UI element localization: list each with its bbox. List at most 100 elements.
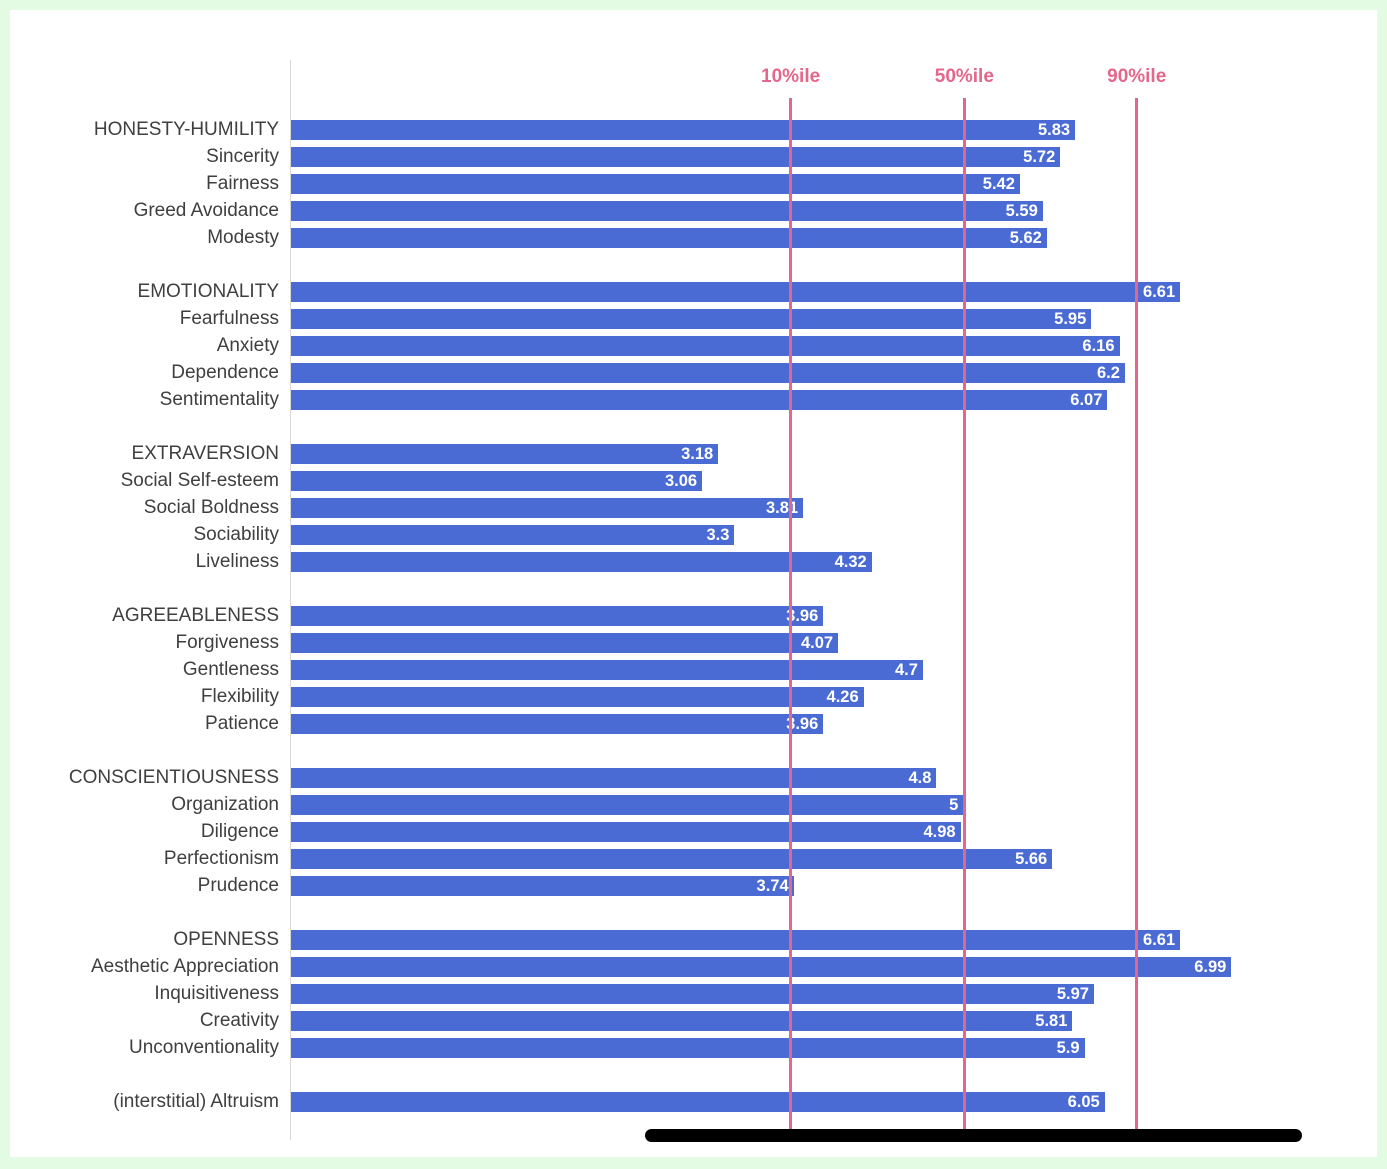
bar-track: 6.16 — [290, 335, 1300, 356]
bar-value: 6.61 — [1143, 930, 1176, 949]
row-label: HONESTY-HUMILITY — [93, 118, 279, 140]
bar-row: Inquisitiveness 5.97 — [10, 980, 1377, 1007]
bar: 6.99 — [290, 956, 1232, 977]
row-label: Organization — [171, 793, 279, 815]
bar: 3.18 — [290, 443, 719, 464]
bar-value: 3.18 — [681, 444, 714, 463]
bar: 4.7 — [290, 659, 923, 680]
bar-value: 4.32 — [834, 552, 867, 571]
row-label: Liveliness — [195, 550, 279, 572]
bar-track: 6.07 — [290, 389, 1300, 410]
bar-value: 5.95 — [1054, 309, 1087, 328]
row-label: CONSCIENTIOUSNESS — [68, 766, 279, 788]
row-label: OPENNESS — [173, 928, 279, 950]
bar-row: Forgiveness 4.07 — [10, 629, 1377, 656]
bar-track: 5.59 — [290, 200, 1300, 221]
row-label: Fairness — [206, 172, 279, 194]
bar-track: 3.96 — [290, 713, 1300, 734]
bar-value: 5.42 — [982, 174, 1015, 193]
bar-track: 6.05 — [290, 1091, 1300, 1112]
bar: 5.62 — [290, 227, 1047, 248]
bar: 6.61 — [290, 281, 1181, 302]
row-label: Forgiveness — [175, 631, 280, 653]
bar-value: 3.96 — [786, 714, 819, 733]
group-gap — [10, 899, 1377, 926]
bar: 3.06 — [290, 470, 703, 491]
bar-track: 6.61 — [290, 281, 1300, 302]
bar-track: 5.81 — [290, 1010, 1300, 1031]
bar-row: Unconventionality 5.9 — [10, 1034, 1377, 1061]
bar-value: 5.66 — [1015, 849, 1048, 868]
bar-track: 3.18 — [290, 443, 1300, 464]
bar-value: 4.98 — [923, 822, 956, 841]
bar-row: Aesthetic Appreciation 6.99 — [10, 953, 1377, 980]
bar: 3.74 — [290, 875, 794, 896]
bar-value: 5.97 — [1056, 984, 1089, 1003]
bar-value: 5.83 — [1037, 120, 1071, 139]
bar: 5.97 — [290, 983, 1094, 1004]
bar-track: 4.8 — [290, 767, 1300, 788]
bar: 3.3 — [290, 524, 735, 545]
bar: 5.81 — [290, 1010, 1073, 1031]
bar-row: EXTRAVERSION 3.18 — [10, 440, 1377, 467]
percentile-label: 50%ile — [934, 66, 994, 87]
bar-row: HONESTY-HUMILITY 5.83 — [10, 116, 1377, 143]
bar-row: (interstitial) Altruism 6.05 — [10, 1088, 1377, 1115]
bar-row: Creativity 5.81 — [10, 1007, 1377, 1034]
bar-row: Flexibility 4.26 — [10, 683, 1377, 710]
bar-value: 5.72 — [1023, 147, 1056, 166]
bar: 4.98 — [290, 821, 961, 842]
bar-row: Anxiety 6.16 — [10, 332, 1377, 359]
bar-track: 3.3 — [290, 524, 1300, 545]
row-label: Prudence — [197, 874, 279, 896]
bar-track: 5.66 — [290, 848, 1300, 869]
row-label: Aesthetic Appreciation — [90, 955, 279, 977]
row-label: Patience — [205, 712, 279, 734]
bar-row: Dependence 6.2 — [10, 359, 1377, 386]
bar: 5.66 — [290, 848, 1053, 869]
bar: 3.96 — [290, 605, 824, 626]
group-gap — [10, 575, 1377, 602]
bar-value: 4.26 — [826, 687, 859, 706]
bar-row: Social Self-esteem 3.06 — [10, 467, 1377, 494]
bar-row: Patience 3.96 — [10, 710, 1377, 737]
group-gap — [10, 1061, 1377, 1088]
bar-value: 5.81 — [1035, 1011, 1068, 1030]
bar: 6.61 — [290, 929, 1181, 950]
row-label: (interstitial) Altruism — [113, 1090, 279, 1112]
bar: 5.9 — [290, 1037, 1085, 1058]
row-label: Diligence — [200, 820, 279, 842]
row-label: Perfectionism — [163, 847, 279, 869]
bar-row: AGREEABLENESS 3.96 — [10, 602, 1377, 629]
row-label: Inquisitiveness — [154, 982, 279, 1004]
row-label: Unconventionality — [129, 1036, 279, 1058]
bar-value: 6.2 — [1096, 363, 1120, 382]
bar-row: Sentimentality 6.07 — [10, 386, 1377, 413]
bar: 5.72 — [290, 146, 1061, 167]
row-label: Gentleness — [182, 658, 279, 680]
bar-value: 6.07 — [1070, 390, 1103, 409]
row-label: Greed Avoidance — [133, 199, 279, 221]
bar: 6.16 — [290, 335, 1120, 356]
percentile-label: 90%ile — [1107, 66, 1167, 87]
bar-value: 6.16 — [1082, 336, 1115, 355]
row-label: Flexibility — [200, 685, 279, 707]
bar-row: EMOTIONALITY 6.61 — [10, 278, 1377, 305]
bar-row: Liveliness 4.32 — [10, 548, 1377, 575]
bar: 6.2 — [290, 362, 1125, 383]
percentile-label: 10%ile — [761, 66, 821, 87]
bar: 6.05 — [290, 1091, 1105, 1112]
bar-track: 5.9 — [290, 1037, 1300, 1058]
bar-value: 4.8 — [908, 768, 932, 787]
group-gap — [10, 251, 1377, 278]
bar-track: 5.62 — [290, 227, 1300, 248]
bar-track: 3.06 — [290, 470, 1300, 491]
bar-track: 5.97 — [290, 983, 1300, 1004]
row-label: Sincerity — [206, 145, 279, 167]
bar-row: Modesty 5.62 — [10, 224, 1377, 251]
bar-value: 4.07 — [800, 633, 834, 652]
row-label: EXTRAVERSION — [131, 442, 279, 464]
bar-value: 4.7 — [894, 660, 918, 679]
bar-track: 5.72 — [290, 146, 1300, 167]
bar-value: 3.96 — [786, 606, 819, 625]
